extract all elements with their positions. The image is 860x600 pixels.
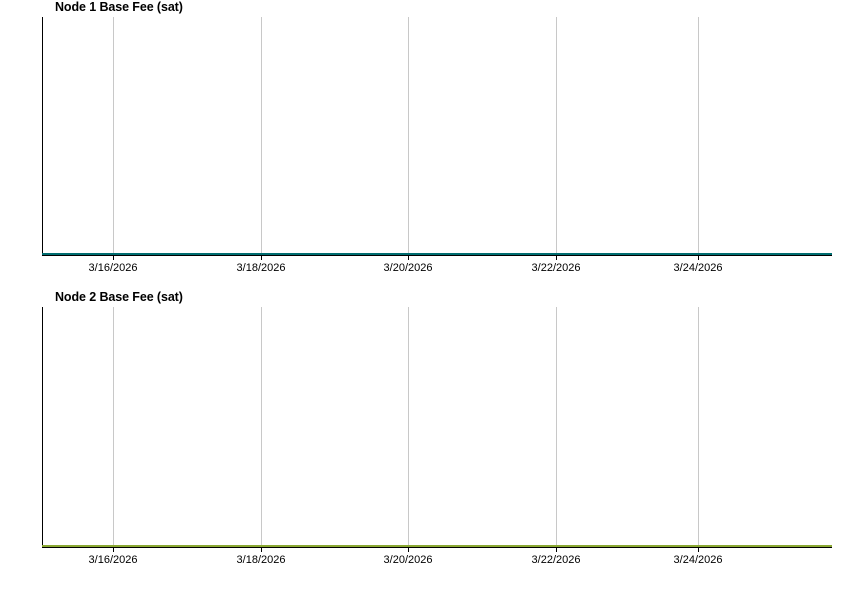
- y-axis-node2: [42, 307, 43, 548]
- x-tick-label-node2-2: 3/18/2026: [236, 554, 286, 566]
- chart-title-node2: Node 2 Base Fee (sat): [55, 290, 183, 304]
- gridline-node2-4: [556, 307, 557, 548]
- x-tick-mark-node2-4: [556, 548, 557, 552]
- gridline-node2-1: [113, 307, 114, 548]
- x-axis-node2: [42, 547, 832, 548]
- series-line-node1: [42, 253, 832, 255]
- plot-area-node1: [42, 17, 832, 256]
- gridline-node2-5: [698, 307, 699, 548]
- gridline-node1-4: [556, 17, 557, 256]
- x-tick-label-node1-4: 3/22/2026: [531, 262, 581, 274]
- x-tick-labels-node1: 3/16/2026 3/18/2026 3/20/2026 3/22/2026 …: [42, 256, 832, 278]
- x-tick-mark-node2-2: [261, 548, 262, 552]
- gridline-node2-3: [408, 307, 409, 548]
- x-tick-mark-node2-1: [113, 548, 114, 552]
- x-tick-label-node1-5: 3/24/2026: [673, 262, 723, 274]
- x-tick-label-node1-2: 3/18/2026: [236, 262, 286, 274]
- x-tick-label-node1-3: 3/20/2026: [383, 262, 433, 274]
- series-line-node2: [42, 545, 832, 547]
- x-tick-label-node2-3: 3/20/2026: [383, 554, 433, 566]
- x-tick-mark-node2-3: [408, 548, 409, 552]
- x-tick-labels-node2: 3/16/2026 3/18/2026 3/20/2026 3/22/2026 …: [42, 548, 832, 570]
- plot-area-node2: [42, 307, 832, 548]
- x-tick-label-node2-1: 3/16/2026: [88, 554, 138, 566]
- x-tick-mark-node1-5: [698, 256, 699, 260]
- gridline-node1-1: [113, 17, 114, 256]
- x-axis-node1: [42, 255, 832, 256]
- gridline-node1-3: [408, 17, 409, 256]
- x-tick-mark-node1-4: [556, 256, 557, 260]
- x-tick-mark-node2-5: [698, 548, 699, 552]
- x-tick-mark-node1-3: [408, 256, 409, 260]
- x-tick-mark-node1-1: [113, 256, 114, 260]
- gridline-node1-5: [698, 17, 699, 256]
- gridline-node1-2: [261, 17, 262, 256]
- chart-panel-node2: Node 2 Base Fee (sat) 3/16/2026 3/18/202…: [0, 290, 860, 600]
- chart-panel-node1: Node 1 Base Fee (sat) 3/16/2026 3/18/202…: [0, 0, 860, 290]
- chart-title-node1: Node 1 Base Fee (sat): [55, 0, 183, 14]
- y-axis-node1: [42, 17, 43, 256]
- x-tick-mark-node1-2: [261, 256, 262, 260]
- gridline-node2-2: [261, 307, 262, 548]
- x-tick-label-node2-5: 3/24/2026: [673, 554, 723, 566]
- x-tick-label-node1-1: 3/16/2026: [88, 262, 138, 274]
- x-tick-label-node2-4: 3/22/2026: [531, 554, 581, 566]
